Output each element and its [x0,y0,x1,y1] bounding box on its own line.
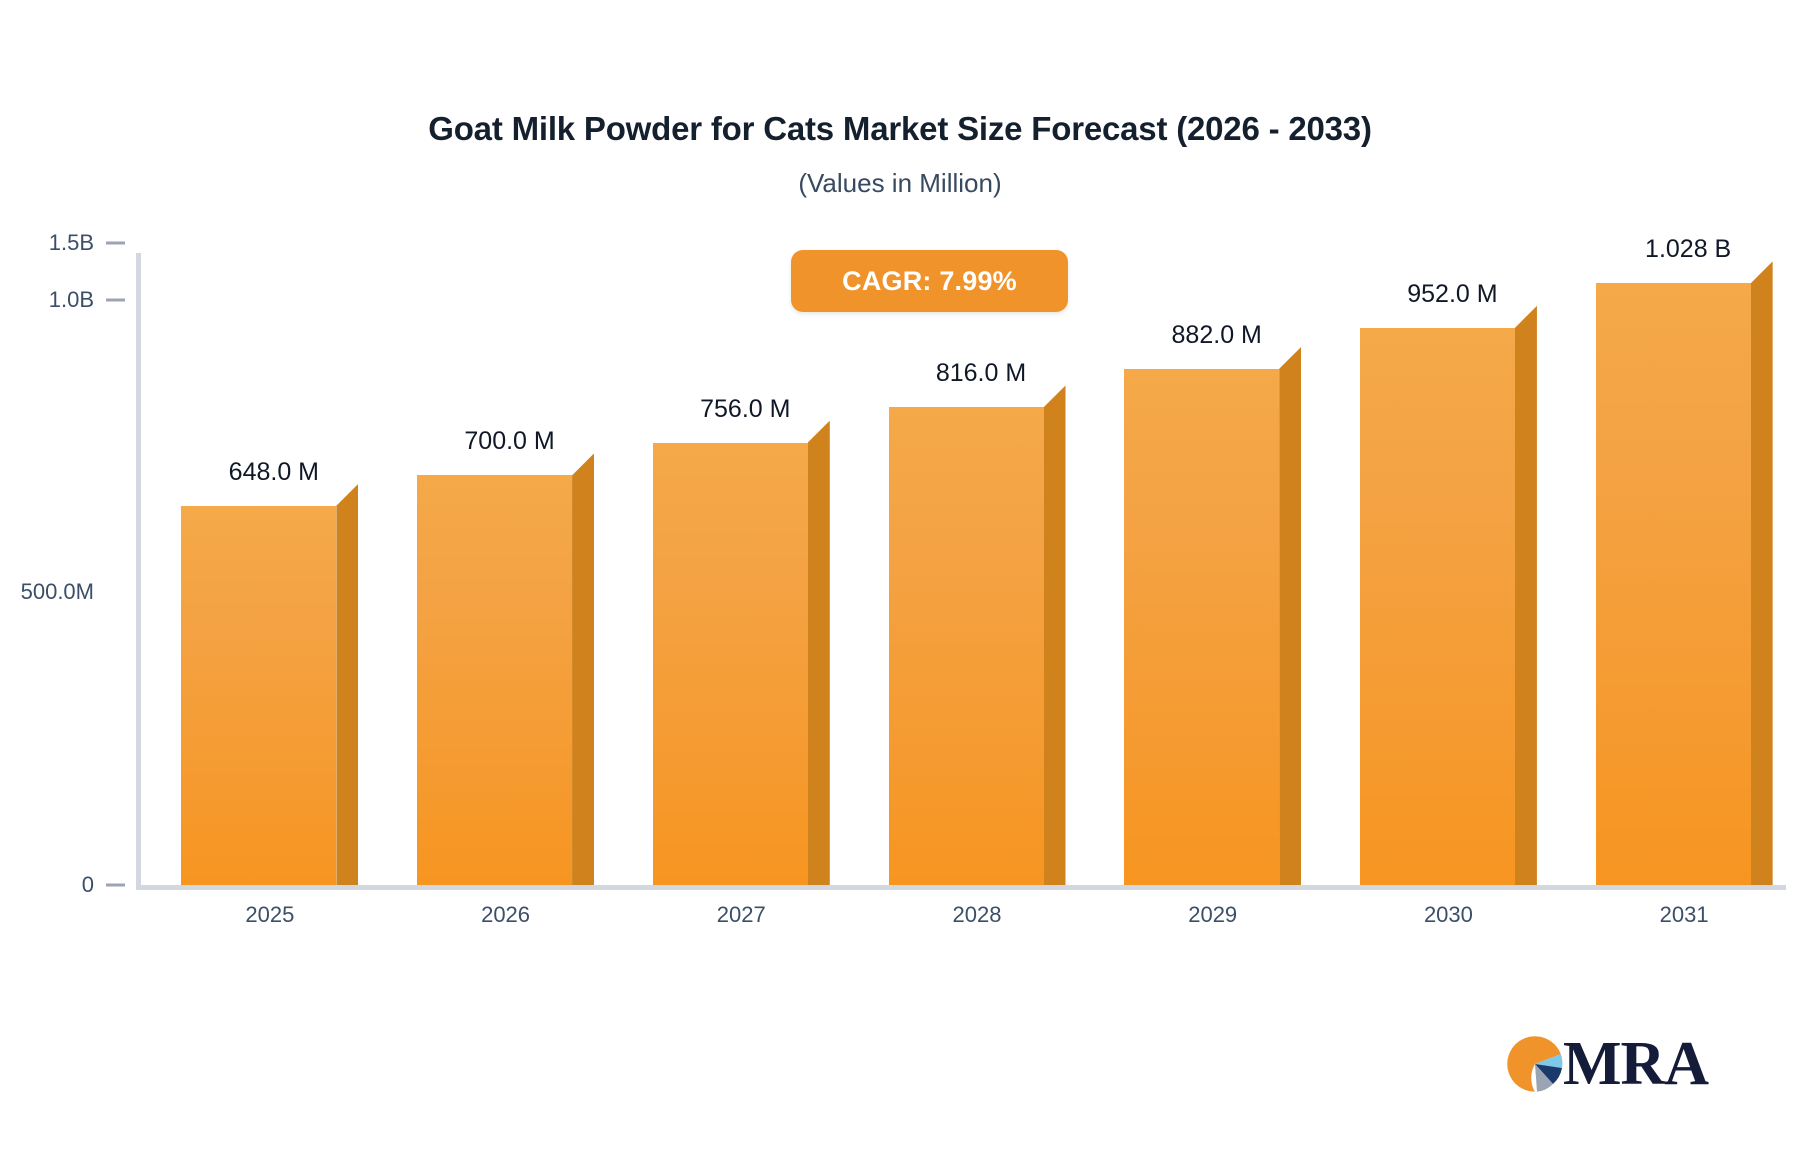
bar [1359,305,1537,885]
y-axis-tick-label: 1.5B [48,230,94,255]
y-axis-tick-mark [106,883,125,887]
logo-text: MRA [1563,1030,1709,1098]
bar-front-face [417,475,573,885]
bar-front-face [1359,327,1515,885]
y-axis-tick-label: 1.0B [48,286,94,312]
bar [652,420,830,885]
bar-value-label: 816.0 M [935,359,1027,388]
bar-side-face [572,453,595,885]
bar-value-label: 756.0 M [700,394,791,423]
bar [1595,261,1773,885]
x-axis-tick-label: 2031 [1659,902,1709,927]
bar-front-face [888,407,1044,885]
bar [181,483,359,885]
bar-side-face [1279,346,1302,885]
x-axis-tick-label: 2027 [716,902,766,927]
y-axis-tick-mark [106,241,125,245]
x-axis-tick-label: 2025 [245,902,295,927]
y-axis-tick-label: 500.0M [20,579,94,605]
bar-value-label: 648.0 M [228,457,320,486]
bar-side-face [807,420,830,885]
bar-value-label: 882.0 M [1171,320,1262,349]
bar-side-face [1514,305,1537,885]
bar-side-face [1043,385,1066,885]
bar-side-face [336,483,359,885]
bar-front-face [1595,283,1751,885]
chart-title: Goat Milk Powder for Cats Market Size Fo… [428,110,1372,147]
pie-chart-icon [1503,1032,1567,1096]
x-axis-tick-label: 2029 [1188,902,1238,927]
y-axis-tick-mark [106,298,125,302]
bar [1124,346,1302,885]
bar-front-face [1124,368,1280,885]
chart-subtitle: (Values in Million) [798,168,1002,198]
bar [417,453,595,885]
x-axis-tick-label: 2030 [1423,902,1473,927]
bar-side-face [1750,261,1773,885]
bar-front-face [181,505,337,885]
x-axis-line [136,885,1786,890]
bar [888,385,1066,885]
x-axis-tick-label: 2026 [481,902,531,927]
cagr-badge-label: CAGR: 7.99% [842,265,1017,296]
plot-area: 1.5B 1.0B 500.0M 0 648.0 M 700.0 M 756.0 M 816… [21,230,1786,897]
x-axis-tick-label: 2028 [952,902,1002,927]
bar-value-label: 1.028 B [1645,235,1732,264]
cagr-badge: CAGR: 7.99% [791,250,1068,312]
bar-value-label: 700.0 M [464,427,555,456]
bar-value-label: 952.0 M [1407,279,1498,308]
bar-front-face [652,442,808,885]
y-axis-tick-label: 0 [81,872,94,897]
y-axis-line [136,253,141,890]
logo: MRA [1503,1030,1709,1098]
